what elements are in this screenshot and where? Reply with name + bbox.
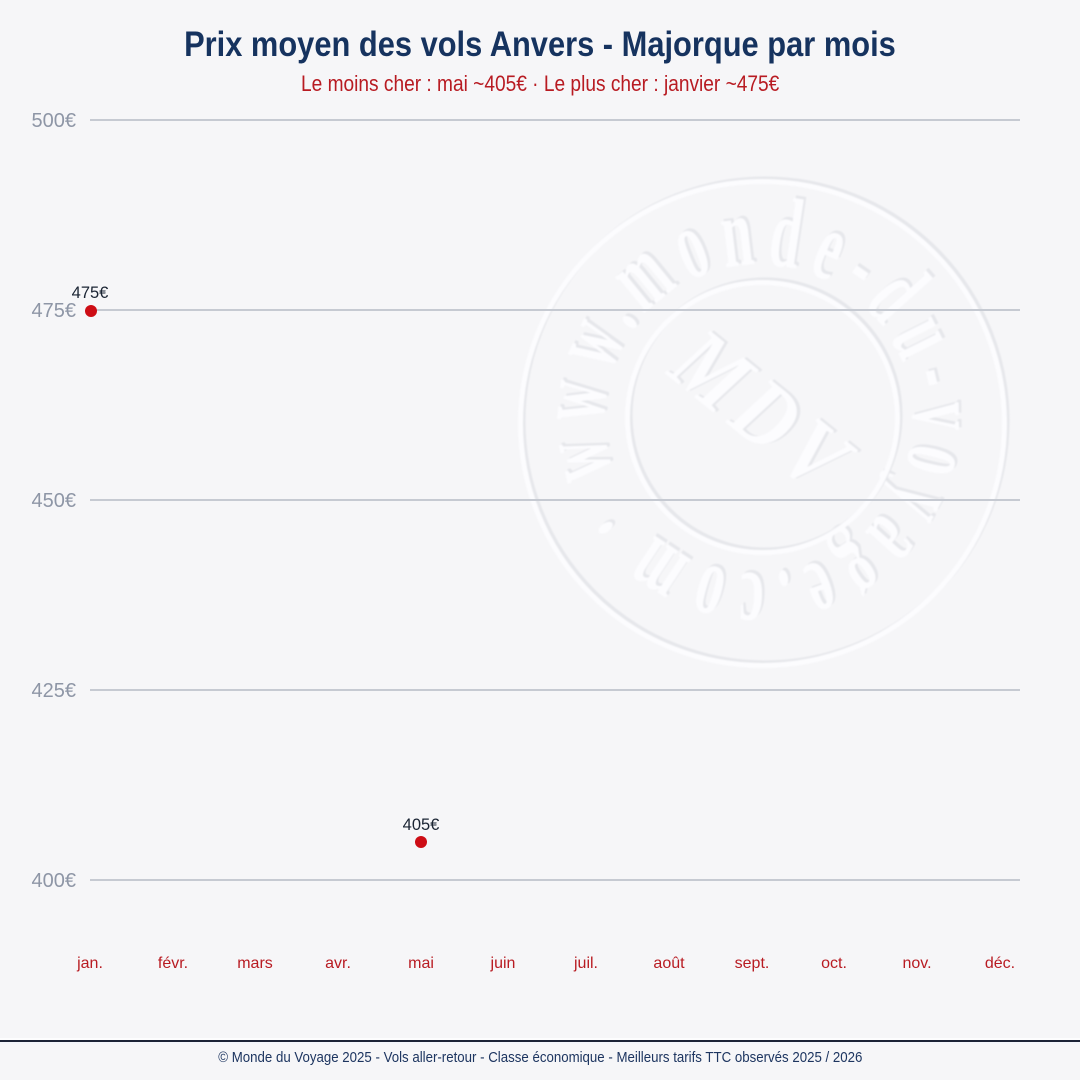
- svg-text:v: v: [893, 399, 1004, 429]
- svg-text:n: n: [715, 176, 758, 289]
- svg-text:.: .: [772, 549, 803, 660]
- svg-text:v: v: [890, 402, 1001, 432]
- svg-text:c: c: [737, 551, 766, 662]
- svg-text:c: c: [740, 548, 769, 659]
- svg-text:MDV: MDV: [651, 308, 875, 517]
